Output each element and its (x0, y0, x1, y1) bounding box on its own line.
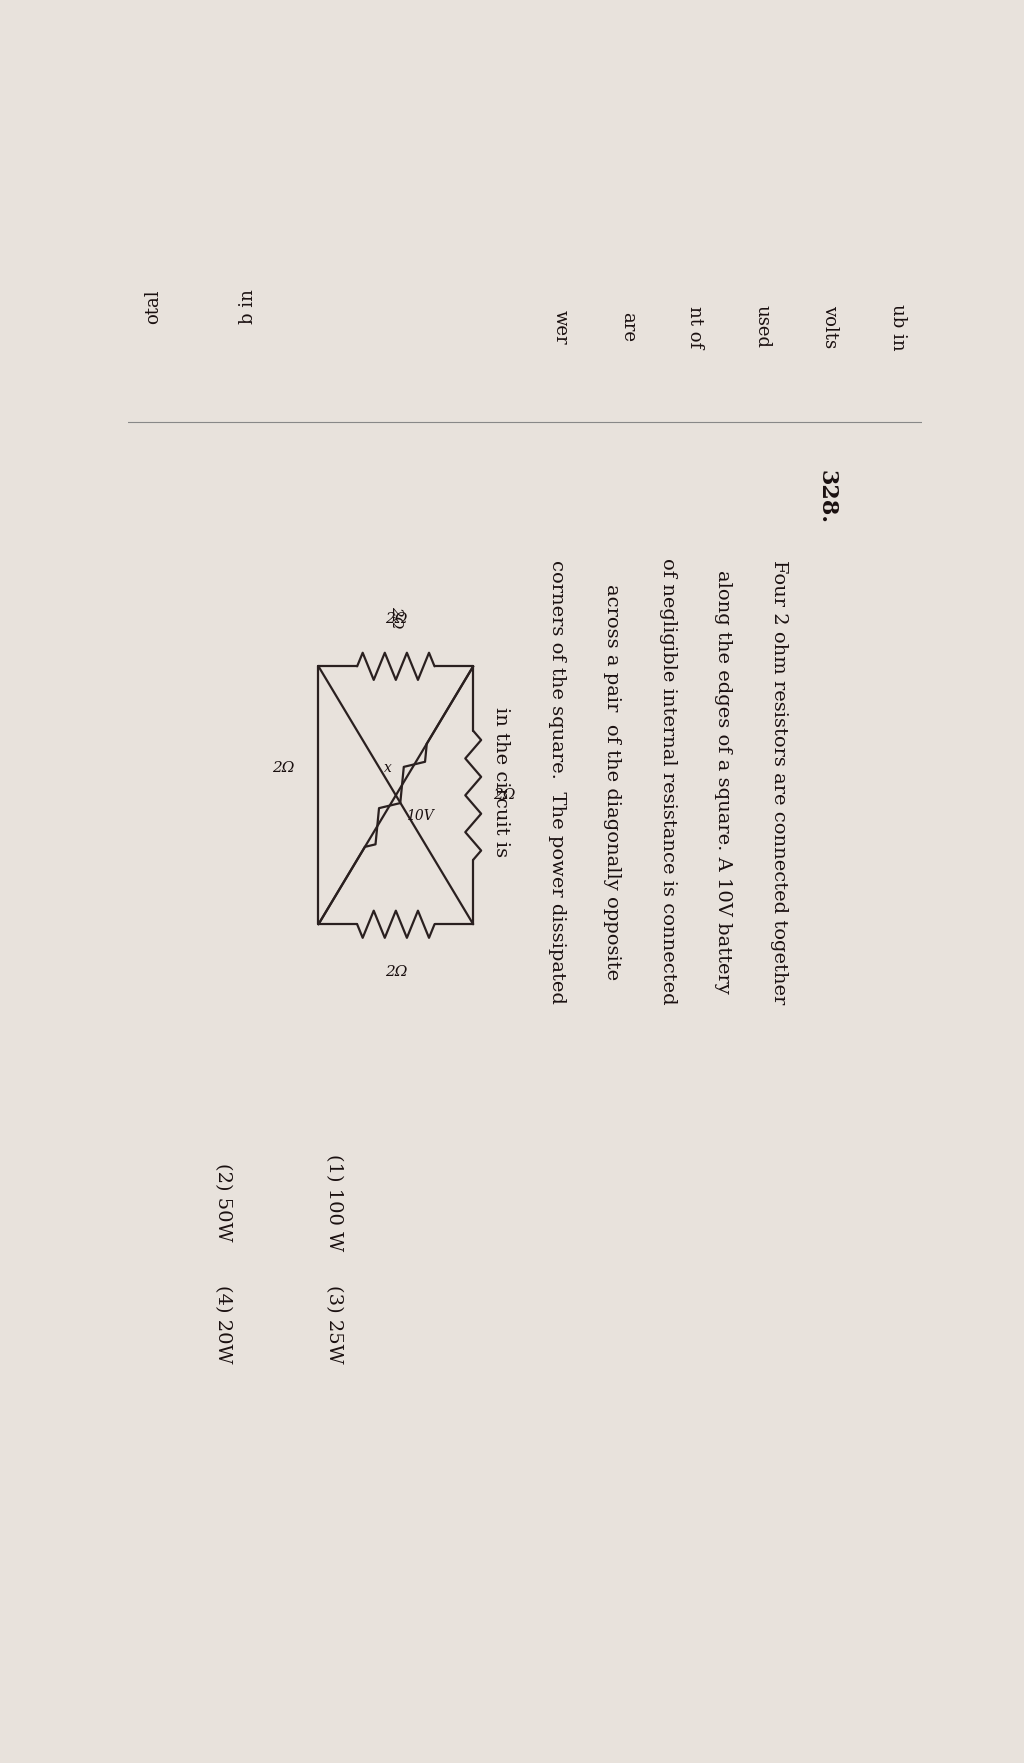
Text: 2Ω: 2Ω (494, 788, 515, 802)
Text: along the edges of a square. A 10V battery: along the edges of a square. A 10V batte… (714, 569, 732, 994)
Text: Four 2 ohm resistors are connected together: Four 2 ohm resistors are connected toget… (770, 559, 787, 1003)
Text: 2Ω: 2Ω (385, 612, 407, 626)
Text: 2Ω: 2Ω (272, 762, 295, 776)
Text: 328.: 328. (815, 469, 838, 524)
Text: ub in: ub in (889, 303, 907, 351)
Text: volts: volts (821, 305, 840, 349)
Text: across a pair  of the diagonally opposite: across a pair of the diagonally opposite (603, 584, 622, 980)
Text: 10V: 10V (406, 809, 433, 823)
Text: 2Ω: 2Ω (389, 606, 402, 628)
Text: otal: otal (143, 289, 162, 324)
Text: in the circuit is: in the circuit is (492, 707, 510, 857)
Text: nt of: nt of (686, 307, 705, 347)
Text: (2) 50W: (2) 50W (214, 1164, 232, 1241)
Text: (1) 100 W: (1) 100 W (326, 1155, 343, 1252)
Text: corners of the square.  The power dissipated: corners of the square. The power dissipa… (548, 561, 565, 1003)
Text: of negligible internal resistance is connected: of negligible internal resistance is con… (658, 559, 677, 1005)
Text: b in: b in (239, 289, 257, 324)
Text: used: used (754, 305, 772, 349)
Text: 2Ω: 2Ω (385, 964, 407, 978)
Text: x: x (384, 762, 392, 776)
Text: wer: wer (552, 310, 569, 344)
Text: are: are (618, 312, 637, 342)
Text: (4) 20W: (4) 20W (214, 1285, 232, 1365)
Text: (3) 25W: (3) 25W (326, 1285, 343, 1365)
